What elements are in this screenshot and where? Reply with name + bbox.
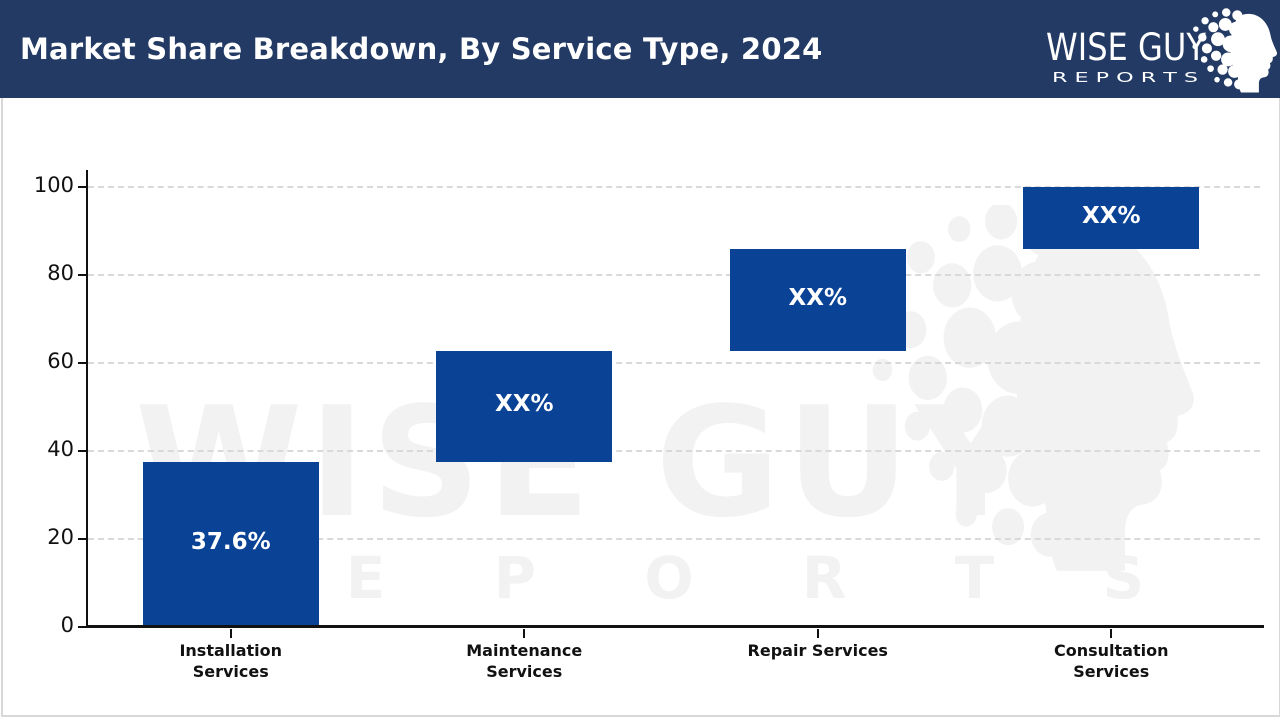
x-axis-line bbox=[86, 625, 1264, 628]
y-tick-label-0: 0 bbox=[60, 613, 74, 637]
logo-subtitle: R E P O R T S bbox=[1052, 71, 1198, 86]
bar-label-installation-services: 37.6% bbox=[190, 529, 271, 556]
y-tick-20 bbox=[78, 538, 88, 540]
x-tick-label-repair-services: Repair Services bbox=[747, 641, 888, 660]
gridline-100 bbox=[88, 186, 1260, 188]
bar-consultation-services bbox=[1023, 187, 1200, 249]
gridline-80 bbox=[88, 274, 1260, 276]
y-tick-40 bbox=[78, 450, 88, 452]
y-tick-100 bbox=[78, 186, 88, 188]
x-tick-label-maintenance-services: Maintenance Services bbox=[466, 641, 583, 681]
y-tick-label-80: 80 bbox=[47, 261, 74, 285]
x-tick-installation-services bbox=[229, 629, 232, 638]
y-tick-0 bbox=[78, 626, 88, 628]
bar-repair-services bbox=[729, 248, 906, 351]
logo-head-icon bbox=[1192, 8, 1278, 93]
y-tick-label-60: 60 bbox=[47, 349, 74, 373]
page-title: Market Share Breakdown, By Service Type,… bbox=[20, 32, 823, 66]
y-tick-label-100: 100 bbox=[33, 173, 74, 197]
bar-label-repair-services: XX% bbox=[788, 284, 847, 311]
x-tick-label-consultation-services: Consultation Services bbox=[1054, 641, 1169, 681]
gridline-60 bbox=[88, 362, 1260, 364]
watermark-head-icon bbox=[872, 205, 1194, 571]
bar-installation-services bbox=[142, 461, 319, 627]
x-tick-repair-services bbox=[816, 629, 819, 638]
watermark-head-shape bbox=[872, 205, 1194, 571]
y-tick-label-40: 40 bbox=[47, 437, 74, 461]
y-tick-80 bbox=[78, 274, 88, 276]
y-tick-60 bbox=[78, 362, 88, 364]
bar-label-consultation-services: XX% bbox=[1081, 202, 1141, 229]
bar-maintenance-services bbox=[436, 350, 613, 462]
y-axis-line bbox=[86, 170, 88, 628]
header-bar: Market Share Breakdown, By Service Type,… bbox=[0, 0, 1280, 98]
gridline-40 bbox=[88, 450, 1260, 452]
x-tick-label-installation-services: Installation Services bbox=[179, 641, 283, 681]
x-tick-maintenance-services bbox=[523, 629, 526, 638]
logo-wordmark: WISE GUY bbox=[1046, 26, 1206, 69]
gridline-20 bbox=[88, 538, 1260, 540]
wise-guy-reports-logo: WISE GUY R E P O R T S bbox=[1046, 8, 1278, 93]
x-tick-consultation-services bbox=[1110, 629, 1113, 638]
bar-label-maintenance-services: XX% bbox=[494, 391, 554, 418]
y-tick-label-20: 20 bbox=[47, 525, 74, 549]
